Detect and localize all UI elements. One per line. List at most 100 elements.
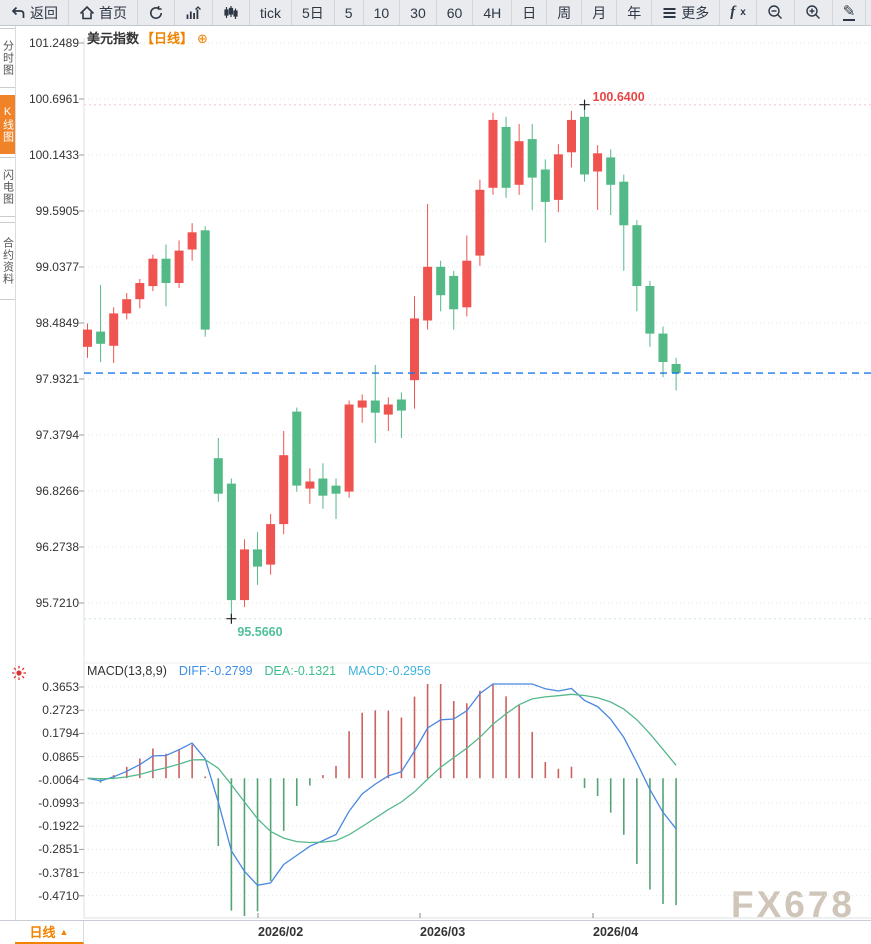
period-30min-button[interactable]: 30 xyxy=(400,0,437,25)
toolbar-item-label: 5日 xyxy=(302,4,324,21)
candlestick-icon xyxy=(223,5,239,21)
toolbar-item-label: 日 xyxy=(522,4,537,21)
line-chart-button[interactable] xyxy=(175,0,213,25)
period-year-button[interactable]: 年 xyxy=(617,0,653,25)
sidebar-tab-3[interactable]: 闪电图 xyxy=(0,157,15,217)
candle-body xyxy=(436,266,446,296)
refresh-button[interactable] xyxy=(138,0,175,25)
macd-axis-label: 0.2723 xyxy=(42,703,79,718)
fx-icon-sub: x xyxy=(740,7,746,18)
chart-title: 美元指数 【日线】 ⊕ xyxy=(87,28,208,47)
sidebar-tab-1[interactable]: 分时图 xyxy=(0,28,15,88)
period-60min-button[interactable]: 60 xyxy=(437,0,474,25)
candle-body xyxy=(240,549,249,601)
toolbar-item-label: 4H xyxy=(483,4,502,21)
toolbar-item-label: 60 xyxy=(446,4,463,21)
macd-diff-line xyxy=(87,683,677,887)
price-axis-label: 96.2738 xyxy=(35,540,79,554)
candle-body xyxy=(606,157,616,185)
zoom-in-button[interactable] xyxy=(795,0,833,25)
price-axis-label: 100.1433 xyxy=(28,148,79,162)
candle-body xyxy=(567,119,576,153)
candle-body xyxy=(527,139,537,178)
candle-body xyxy=(619,181,629,226)
high-price-annotation: 100.6400 xyxy=(592,89,645,104)
indicator-settings-icon[interactable] xyxy=(11,665,27,686)
toolbar-item-label: 首页 xyxy=(99,4,127,21)
candle-body xyxy=(658,333,668,362)
period-4hour-button[interactable]: 4H xyxy=(473,0,513,25)
zoom-out-button[interactable] xyxy=(757,0,795,25)
candle-body xyxy=(187,232,197,250)
period-tick-button[interactable]: tick xyxy=(250,0,292,25)
candle-body xyxy=(501,127,511,188)
price-axis-label: 97.9321 xyxy=(35,372,79,386)
period-day-button[interactable]: 日 xyxy=(512,0,548,25)
candle-body xyxy=(423,266,433,321)
candle-body xyxy=(213,458,223,494)
candle-body xyxy=(148,258,158,287)
low-price-annotation: 95.5660 xyxy=(237,624,283,639)
candle-body xyxy=(266,524,276,565)
period-selector[interactable]: 日线 ▲ xyxy=(15,921,84,944)
macd-axis-label: 0.3653 xyxy=(42,680,79,694)
period-week-button[interactable]: 周 xyxy=(547,0,583,25)
candle-body xyxy=(671,364,681,374)
candlestick-button[interactable] xyxy=(213,0,250,25)
candle-body xyxy=(122,299,132,314)
toolbar-item-label: 5 xyxy=(344,4,353,21)
candle-body xyxy=(580,116,589,175)
candle-body xyxy=(645,286,655,334)
pencil-icon: ✎ xyxy=(842,2,856,21)
price-axis-label: 100.6961 xyxy=(28,92,79,106)
more-button[interactable]: 更多 xyxy=(652,0,721,25)
candle-body xyxy=(357,400,367,408)
zoom-out-icon xyxy=(767,4,784,21)
toolbar-item-label: 返回 xyxy=(30,4,58,21)
toolbar-item-label: 年 xyxy=(627,4,642,21)
menu-icon xyxy=(662,5,677,21)
candle-body xyxy=(540,169,550,202)
sidebar-tab-4[interactable]: 合约资料 xyxy=(0,222,15,300)
toolbar-item-label: 10 xyxy=(373,4,390,21)
macd-axis-label: 0.1794 xyxy=(42,726,79,741)
extreme-cross-marker xyxy=(579,99,590,110)
symbol-name: 美元指数 xyxy=(87,31,140,46)
candle-body xyxy=(632,225,642,286)
period-10min-button[interactable]: 10 xyxy=(364,0,401,25)
time-axis-bar: 日线 ▲ 2026/02 2026/03 2026/04 xyxy=(0,920,871,944)
period-5min-button[interactable]: 5 xyxy=(335,0,364,25)
candle-body xyxy=(514,141,524,185)
back-button[interactable]: 返回 xyxy=(0,0,69,25)
draw-button[interactable]: ✎ xyxy=(833,0,867,25)
period-month-button[interactable]: 月 xyxy=(582,0,618,25)
month-label: 2026/04 xyxy=(593,925,639,939)
period-5day-button[interactable]: 5日 xyxy=(292,0,335,25)
macd-axis-label: 0.0865 xyxy=(42,749,79,764)
add-indicator-icon[interactable]: ⊕ xyxy=(197,31,208,46)
fx-icon: f xyxy=(730,4,736,20)
zoom-in-icon xyxy=(805,4,822,21)
price-axis-label: 99.0377 xyxy=(35,260,79,274)
candle-body xyxy=(305,481,315,489)
toolbar-item-label: 更多 xyxy=(681,4,710,21)
candle-body xyxy=(370,400,380,413)
candle-body xyxy=(292,411,302,486)
chart-type-sidebar: 分时图 K线图闪电图合约资料 xyxy=(0,25,16,920)
candle-body xyxy=(135,283,145,300)
sidebar-tab-2[interactable]: K线图 xyxy=(0,95,15,154)
macd-axis-label: -0.0064 xyxy=(38,772,79,787)
candle-body xyxy=(488,119,498,188)
macd-axis-label: -0.0993 xyxy=(38,796,79,810)
price-axis-label: 98.4849 xyxy=(35,316,79,330)
macd-dea-line xyxy=(87,693,677,844)
toolbar-item-label: tick xyxy=(260,4,281,21)
home-button[interactable]: 首页 xyxy=(69,0,138,25)
top-toolbar: 返回 首页 tick 5日 5 10 30 60 4H 日 周 月 年 更多 f x ✎ xyxy=(0,0,871,26)
candle-body xyxy=(383,404,393,415)
bar-chart-icon xyxy=(185,5,202,21)
extreme-cross-marker xyxy=(226,613,237,624)
